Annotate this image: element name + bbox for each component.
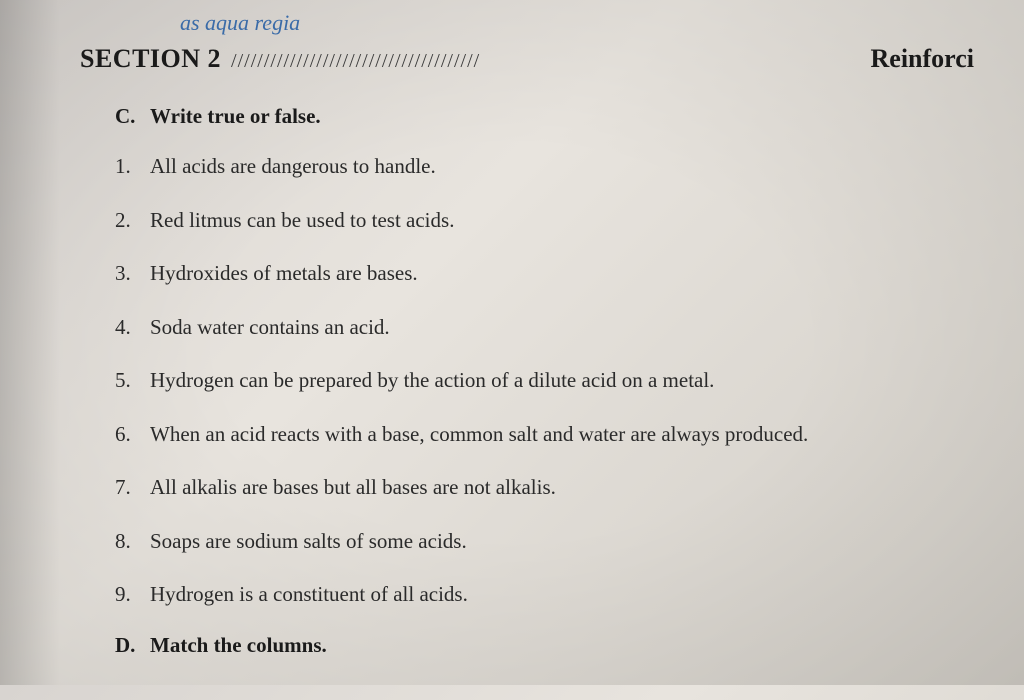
section-title: SECTION 2 xyxy=(80,44,221,74)
question-number: 3. xyxy=(115,258,150,290)
textbook-page: as aqua regia SECTION 2 ////////////////… xyxy=(0,0,1024,700)
question-text: Hydrogen is a constituent of all acids. xyxy=(150,579,974,611)
section-header: SECTION 2 //////////////////////////////… xyxy=(80,44,974,74)
reinforce-label: Reinforci xyxy=(871,44,975,74)
question-item: 7. All alkalis are bases but all bases a… xyxy=(115,472,974,504)
question-number: 2. xyxy=(115,205,150,237)
subsection-letter: D. xyxy=(115,633,150,658)
question-text: Red litmus can be used to test acids. xyxy=(150,205,974,237)
question-number: 5. xyxy=(115,365,150,397)
subsection-letter: C. xyxy=(115,104,150,129)
subsection-c-header: C. Write true or false. xyxy=(115,104,974,129)
question-text: All acids are dangerous to handle. xyxy=(150,151,974,183)
question-text: Hydroxides of metals are bases. xyxy=(150,258,974,290)
question-item: 3. Hydroxides of metals are bases. xyxy=(115,258,974,290)
question-item: 5. Hydrogen can be prepared by the actio… xyxy=(115,365,974,397)
question-item: 8. Soaps are sodium salts of some acids. xyxy=(115,526,974,558)
question-list: 1. All acids are dangerous to handle. 2.… xyxy=(115,151,974,611)
question-item: 2. Red litmus can be used to test acids. xyxy=(115,205,974,237)
question-number: 9. xyxy=(115,579,150,611)
question-number: 8. xyxy=(115,526,150,558)
question-text: All alkalis are bases but all bases are … xyxy=(150,472,974,504)
question-item: 6. When an acid reacts with a base, comm… xyxy=(115,419,974,451)
subsection-title: Write true or false. xyxy=(150,104,321,129)
subsection-title: Match the columns. xyxy=(150,633,327,658)
question-text: Hydrogen can be prepared by the action o… xyxy=(150,365,974,397)
question-text: Soda water contains an acid. xyxy=(150,312,974,344)
handwritten-annotation: as aqua regia xyxy=(180,10,974,36)
subsection-c: C. Write true or false. 1. All acids are… xyxy=(115,104,974,658)
question-text: When an acid reacts with a base, common … xyxy=(150,419,974,451)
question-number: 6. xyxy=(115,419,150,451)
question-item: 4. Soda water contains an acid. xyxy=(115,312,974,344)
slash-divider: ////////////////////////////////////// xyxy=(231,50,860,73)
subsection-d-header: D. Match the columns. xyxy=(115,633,974,658)
question-number: 7. xyxy=(115,472,150,504)
question-text: Soaps are sodium salts of some acids. xyxy=(150,526,974,558)
question-number: 1. xyxy=(115,151,150,183)
question-item: 1. All acids are dangerous to handle. xyxy=(115,151,974,183)
question-number: 4. xyxy=(115,312,150,344)
question-item: 9. Hydrogen is a constituent of all acid… xyxy=(115,579,974,611)
